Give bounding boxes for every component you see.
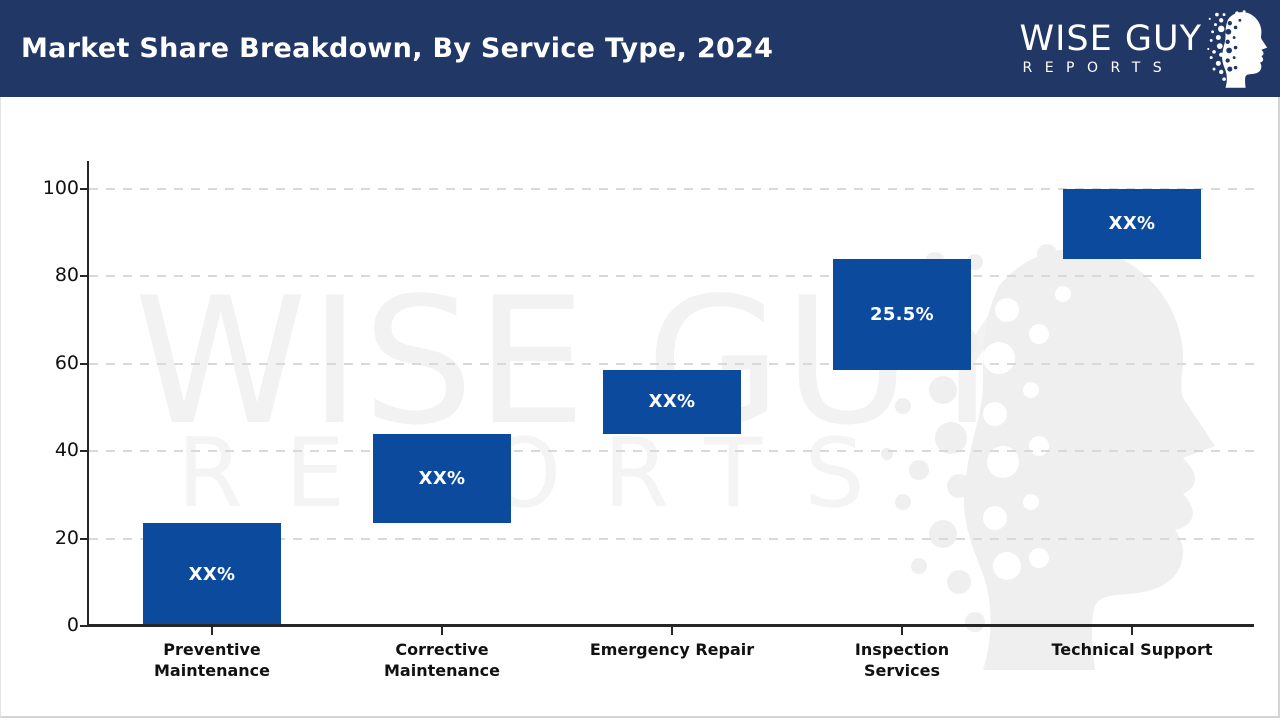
x-tick-label-line: Maintenance [383,661,500,680]
plot-area: 0 20 40 60 80 100 XX% Preventive Maintenance XX% C… [1,97,1278,716]
y-axis [87,161,89,627]
brand-logo: WISE GUY REPORTS [1019,6,1280,92]
y-tick-mark-20 [80,537,88,540]
gridline-60 [89,362,1254,365]
y-tick-label-80: 80 [54,264,79,286]
bar-segment-2: XX% [373,433,511,524]
brand-subtitle: REPORTS [1022,60,1175,76]
bar-value-label-4: 25.5% [870,303,934,325]
chart-panel: WISE GUY REPORTS 0 20 40 60 80 100 XX% Preventi… [0,97,1280,718]
y-tick-mark-80 [80,275,88,277]
y-tick-mark-0 [80,625,88,627]
brand-logo-text: WISE GUY REPORTS [1019,19,1202,76]
bar-value-label-3: XX% [648,391,696,413]
y-tick-label-100: 100 [42,176,79,199]
y-tick-mark-100 [80,187,88,190]
x-tick-label-line: Corrective [395,640,489,659]
y-tick-label-0: 0 [66,614,79,636]
brand-face-icon [1207,9,1268,88]
page-title: Market Share Breakdown, By Service Type,… [21,33,774,64]
x-tick-label-line: Services [863,661,941,680]
bar-segment-1: XX% [143,523,281,626]
x-tick-label-3: Emergency Repair [557,639,787,660]
x-tick-mark-3 [671,627,673,635]
bar-value-label-1: XX% [188,564,236,586]
y-tick-label-40: 40 [54,439,79,461]
x-tick-label-2: Corrective Maintenance [327,639,557,681]
y-tick-mark-60 [80,362,88,365]
bar-segment-4: 25.5% [833,258,971,371]
bar-segment-5: XX% [1063,188,1201,259]
x-tick-label-4: Inspection Services [787,639,1017,681]
header-bar: Market Share Breakdown, By Service Type,… [0,0,1280,97]
x-tick-mark-5 [1131,627,1133,635]
x-axis [87,624,1254,627]
x-tick-label-line: Maintenance [153,661,270,680]
brand-name: WISE GUY [1019,19,1202,59]
gridline-40 [89,450,1254,452]
bar-segment-3: XX% [603,370,741,434]
y-tick-label-20: 20 [54,526,79,549]
y-tick-mark-40 [80,450,88,452]
x-tick-label-5: Technical Support [1017,639,1247,660]
bar-value-label-2: XX% [418,467,466,489]
x-tick-label-line: Inspection [854,640,950,659]
x-tick-label-line: Emergency Repair [589,640,755,659]
watermark-text-line2: REPORTS [177,419,907,529]
gridline-100 [89,187,1254,190]
x-tick-mark-2 [441,627,443,635]
x-tick-label-1: Preventive Maintenance [97,639,327,681]
gridline-20 [89,537,1254,540]
bar-value-label-5: XX% [1108,213,1156,234]
x-tick-mark-1 [211,627,213,635]
y-tick-label-60: 60 [54,351,79,374]
x-tick-mark-4 [901,627,903,635]
x-tick-label-line: Technical Support [1051,640,1213,659]
gridline-80 [89,275,1254,277]
x-tick-label-line: Preventive [163,640,261,659]
